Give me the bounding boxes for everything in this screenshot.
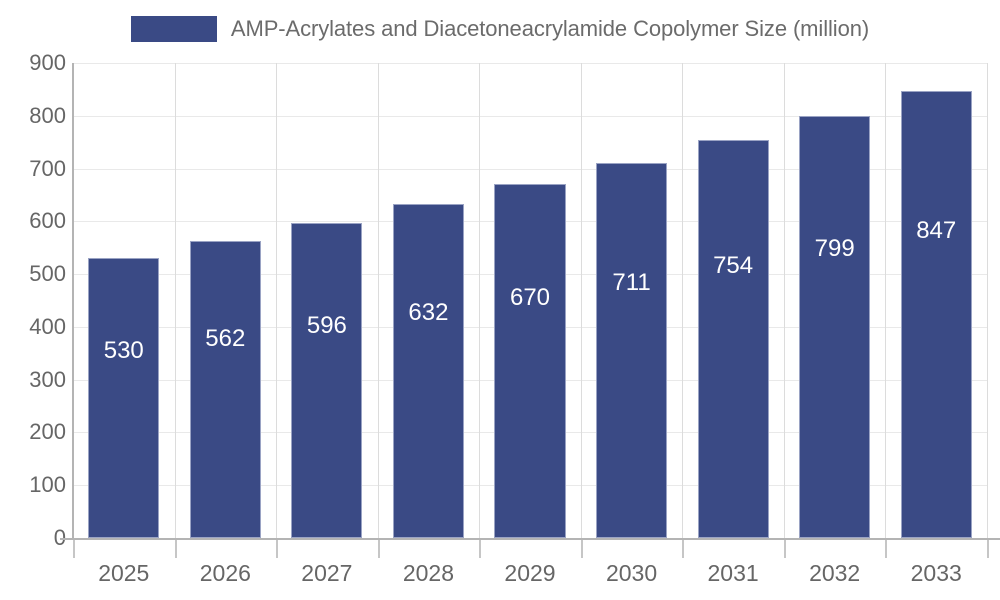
x-axis-tick-mark (783, 540, 786, 558)
gridline-vertical (682, 63, 684, 538)
y-axis-tick-label: 100 (29, 472, 66, 498)
x-axis-line (60, 538, 1000, 540)
bar[interactable]: 632 (392, 204, 464, 538)
gridline-horizontal (73, 168, 987, 170)
x-axis-tick-label: 2028 (402, 560, 455, 586)
x-axis-tick-label: 2030 (605, 560, 658, 586)
x-axis-tick-label: 2033 (910, 560, 962, 586)
plot-area: 530 562 596 632 670 711 754 799 847 (73, 63, 988, 539)
gridline-vertical (377, 63, 379, 538)
y-axis-tick-label: 400 (29, 313, 66, 339)
x-axis-tick-mark (276, 540, 279, 558)
bar[interactable]: 799 (799, 116, 871, 538)
y-axis-tick-labels: 0 100 200 300 400 500 600 700 800 900 (0, 0, 66, 600)
x-axis-tick-label: 2025 (98, 560, 150, 586)
gridline-horizontal (73, 115, 987, 117)
x-axis-tick-mark (885, 540, 888, 558)
x-axis-tick-mark (174, 540, 177, 558)
x-axis-tick-mark (682, 540, 685, 558)
x-axis-tick-mark (580, 540, 583, 558)
bar-value-label: 530 (103, 337, 144, 364)
y-axis-tick-label: 900 (29, 50, 66, 75)
gridline-vertical (987, 63, 988, 538)
y-axis-tick-label: 800 (29, 102, 66, 128)
gridline-vertical (580, 63, 582, 538)
x-axis-tick-mark (377, 540, 380, 558)
x-axis-tick-label: 2029 (504, 560, 556, 586)
bar[interactable]: 670 (494, 184, 566, 538)
y-axis-line (72, 63, 74, 540)
gridline-horizontal (73, 63, 987, 64)
y-axis-tick-label: 200 (29, 419, 66, 445)
y-axis-tick-label: 500 (29, 261, 66, 287)
bar-value-label: 799 (814, 235, 855, 263)
gridline-vertical (276, 63, 278, 538)
gridline-vertical (885, 63, 887, 538)
bar-value-label: 711 (612, 268, 651, 296)
x-axis-tick-mark (479, 540, 482, 558)
x-axis-tick-label: 2027 (301, 560, 353, 586)
x-axis-tick-label: 2032 (809, 560, 861, 586)
y-axis-tick-label: 300 (29, 366, 66, 392)
legend-swatch-icon (130, 16, 217, 42)
x-axis-tick-label: 2031 (707, 560, 759, 586)
y-axis-tick-label: 600 (29, 208, 66, 234)
bar-value-label: 596 (306, 312, 347, 340)
bar[interactable]: 530 (88, 258, 160, 538)
bar[interactable]: 711 (596, 162, 668, 538)
bar-value-label: 670 (509, 284, 551, 312)
gridline-vertical (783, 63, 785, 538)
x-axis-tick-mark (987, 540, 989, 558)
bar[interactable]: 847 (900, 90, 972, 538)
chart-legend: AMP-Acrylates and Diacetoneacrylamide Co… (0, 0, 1000, 58)
x-axis-tick-mark (73, 540, 75, 558)
bar[interactable]: 562 (189, 241, 261, 538)
y-axis-tick-label: 700 (29, 155, 66, 181)
y-axis-tick-label: 0 (4, 527, 66, 549)
bar-value-label: 632 (408, 298, 449, 326)
legend-item-series-0[interactable]: AMP-Acrylates and Diacetoneacrylamide Co… (130, 16, 870, 42)
bar-value-label: 847 (916, 217, 957, 245)
bar-value-label: 562 (205, 324, 246, 352)
bar[interactable]: 754 (697, 140, 769, 538)
gridline-vertical (174, 63, 176, 538)
bar[interactable]: 596 (291, 223, 363, 538)
x-axis-tick-label: 2026 (199, 560, 251, 586)
gridline-vertical (479, 63, 481, 538)
bar-value-label: 754 (713, 252, 754, 280)
legend-label: AMP-Acrylates and Diacetoneacrylamide Co… (230, 16, 870, 41)
